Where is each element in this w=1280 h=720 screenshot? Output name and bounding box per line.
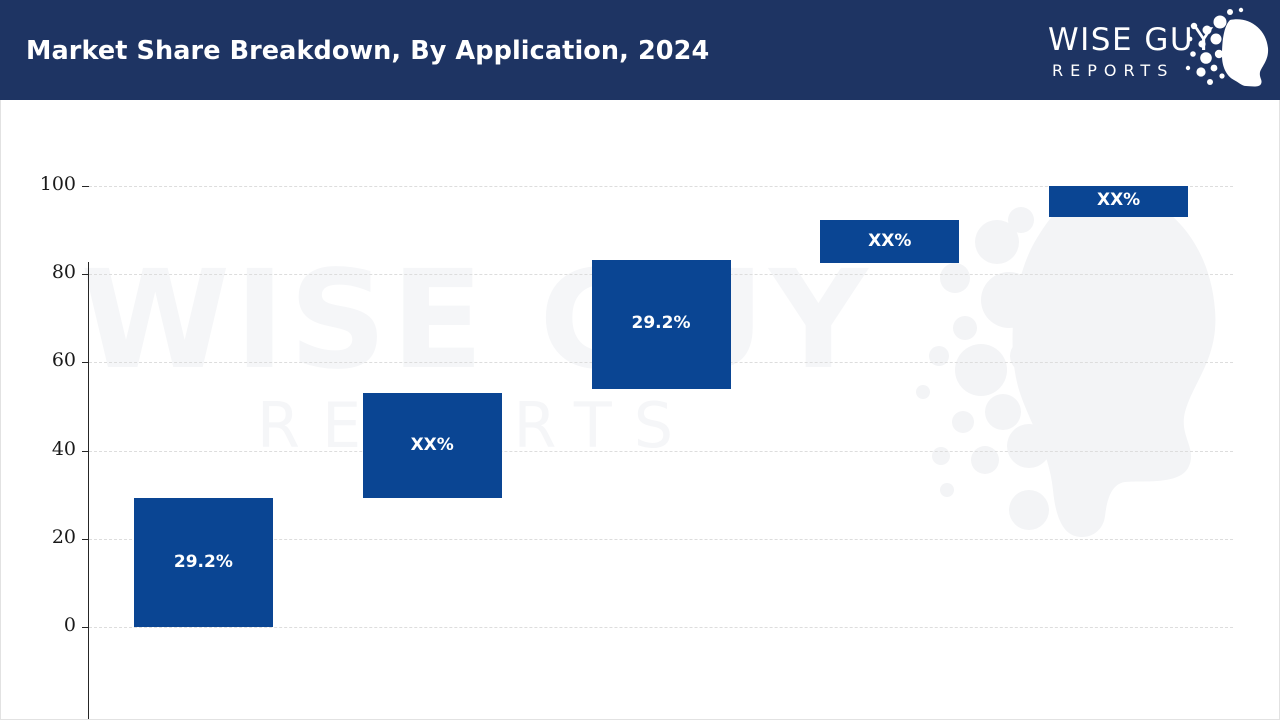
bar-residential[interactable]: 29.2%: [133, 498, 273, 627]
y-tick-label: 60: [51, 349, 76, 372]
gridline: [89, 538, 1233, 540]
bar-value-label: XX%: [410, 434, 454, 455]
y-tick-mark: [82, 450, 89, 452]
y-tick-mark: [82, 274, 89, 276]
bar-commercial[interactable]: XX%: [362, 393, 502, 499]
chart-header-bar: Market Share Breakdown, By Application, …: [0, 0, 1280, 100]
logo-wordmark-primary: WISE GUY: [1048, 22, 1215, 58]
bar-agricultural[interactable]: XX%: [1049, 186, 1189, 217]
y-tick-label: 80: [51, 261, 76, 284]
y-axis-spine: [88, 262, 89, 719]
chart-body: WISE GUY REPORTS: [0, 100, 1280, 720]
y-tick-label: 0: [63, 614, 76, 636]
bar-value-label: 29.2%: [631, 313, 691, 334]
gridline: [89, 186, 1233, 187]
bar-industrial[interactable]: 29.2%: [591, 260, 731, 389]
bar-value-label: XX%: [1096, 190, 1141, 211]
wise-guy-reports-logo: WISE GUY REPORTS: [1044, 6, 1274, 94]
y-tick-label: 40: [51, 437, 76, 460]
logo-head-profile-icon: [1185, 7, 1269, 87]
page-title: Market Share Breakdown, By Application, …: [26, 36, 710, 66]
y-tick-label: 20: [51, 525, 76, 548]
bar-value-label: 29.2%: [173, 551, 233, 572]
bar-marine[interactable]: XX%: [820, 219, 960, 264]
gridline: [89, 627, 1233, 628]
y-tick-mark: [82, 362, 89, 364]
y-tick-label: 100: [39, 173, 76, 195]
y-tick-mark: [82, 186, 89, 187]
y-tick-mark: [82, 627, 89, 628]
logo-wordmark-secondary: REPORTS: [1052, 61, 1174, 80]
bar-value-label: XX%: [868, 230, 912, 251]
y-tick-mark: [82, 538, 89, 540]
plot-area: 29.2% XX% 29.2% XX% XX%: [89, 162, 1233, 628]
gridline: [89, 450, 1233, 452]
